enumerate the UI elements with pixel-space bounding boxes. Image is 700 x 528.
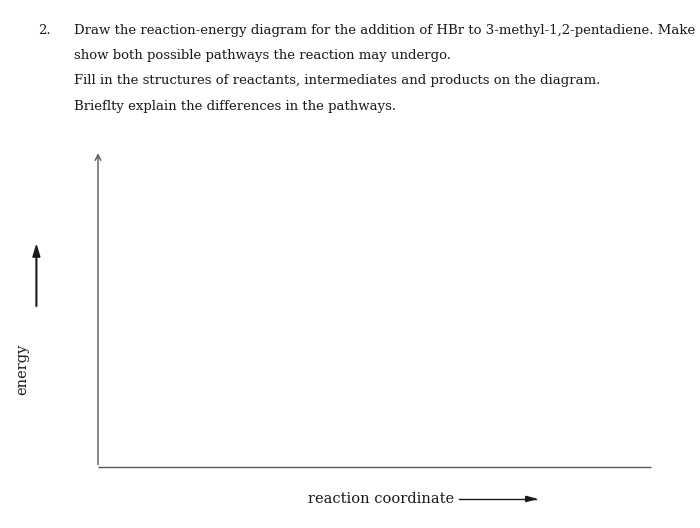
Text: Brieflty explain the differences in the pathways.: Brieflty explain the differences in the …	[74, 100, 396, 113]
Text: energy: energy	[15, 344, 29, 395]
Text: reaction coordinate: reaction coordinate	[308, 492, 454, 506]
Text: 2.: 2.	[38, 24, 51, 37]
Text: show both possible pathways the reaction may undergo.: show both possible pathways the reaction…	[74, 49, 451, 62]
Text: Draw the reaction-energy diagram for the addition of HBr to 3-methyl-1,2-pentadi: Draw the reaction-energy diagram for the…	[74, 24, 700, 37]
Text: Fill in the structures of reactants, intermediates and products on the diagram.: Fill in the structures of reactants, int…	[74, 74, 600, 88]
